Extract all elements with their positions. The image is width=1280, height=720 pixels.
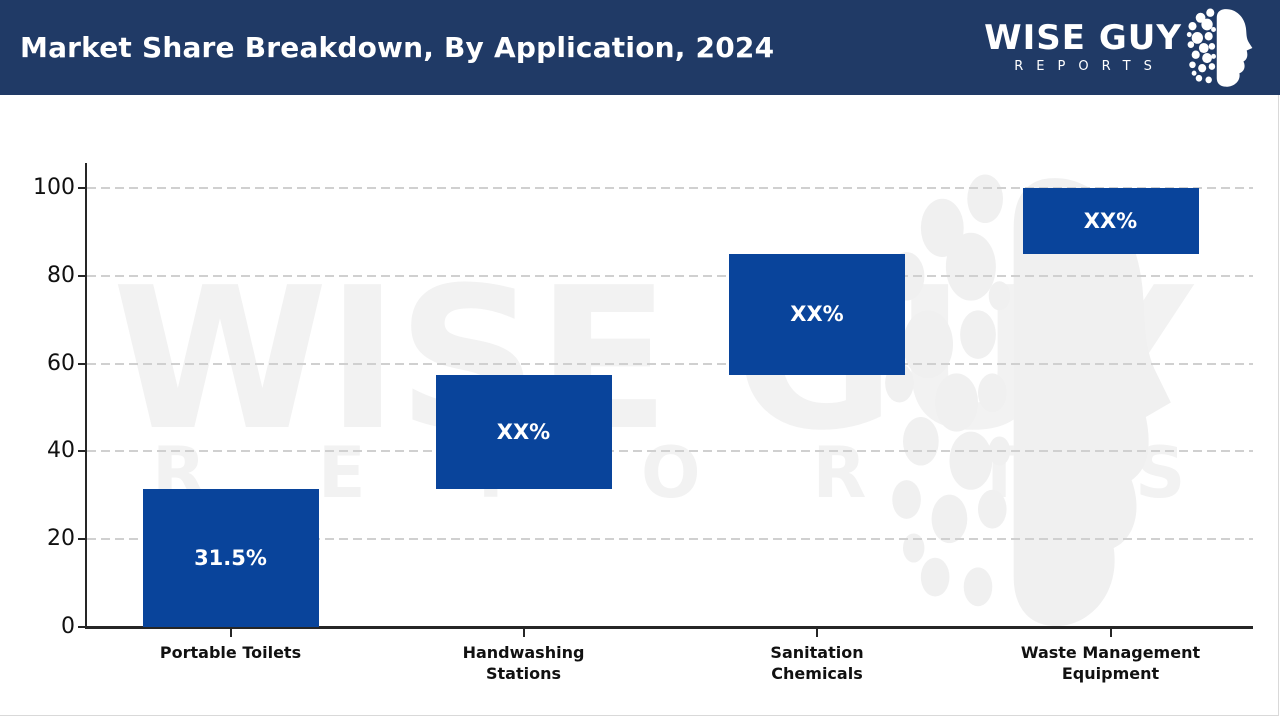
watermark-subtitle: REPORTS — [152, 432, 1280, 514]
chart-title: Market Share Breakdown, By Application, … — [20, 31, 775, 64]
gridline — [87, 274, 1253, 277]
logo-text: WISE GUY REPORTS — [984, 21, 1182, 74]
y-axis-tick-label: 40 — [47, 438, 75, 464]
x-axis-category-label: Portable Toilets — [159, 643, 302, 662]
gridline — [87, 450, 1253, 453]
wise-guy-reports-logo: WISE GUY REPORTS — [984, 6, 1254, 90]
x-axis-category-label: Sanitation Chemicals — [770, 643, 864, 683]
logo-wordmark: WISE GUY — [984, 18, 1182, 58]
y-axis-line — [85, 163, 87, 629]
bar-value-label: 31.5% — [194, 545, 267, 570]
x-tick-mark — [229, 629, 232, 637]
gridline — [87, 538, 1253, 541]
y-axis-tick-label: 80 — [47, 262, 75, 288]
y-tick-mark — [78, 626, 87, 628]
y-tick-mark — [78, 538, 87, 541]
gridline — [87, 362, 1253, 365]
x-tick-mark — [816, 629, 818, 637]
waterfall-bar — [435, 374, 612, 489]
header-bar: Market Share Breakdown, By Application, … — [0, 0, 1280, 95]
y-tick-mark — [78, 274, 87, 277]
bar-value-label: XX% — [496, 419, 551, 444]
y-tick-mark — [78, 187, 87, 189]
x-tick-mark — [522, 629, 525, 637]
watermark-wordmark: WISE GUY — [112, 246, 1192, 474]
waterfall-bar — [142, 488, 319, 627]
bar-value-label: XX% — [790, 302, 844, 327]
x-tick-mark — [1109, 629, 1112, 637]
bar-value-label: XX% — [1083, 208, 1138, 233]
logo-subtitle: REPORTS — [1014, 59, 1165, 74]
gridline — [87, 187, 1253, 189]
y-tick-mark — [78, 450, 87, 453]
y-axis-tick-label: 100 — [33, 175, 75, 200]
waterfall-bar — [1022, 188, 1199, 254]
y-axis-tick-label: 60 — [47, 350, 75, 376]
y-tick-mark — [78, 362, 87, 365]
x-axis-category-label: Handwashing Stations — [462, 643, 585, 683]
waterfall-bar — [729, 253, 905, 375]
y-axis-tick-label: 20 — [47, 526, 75, 552]
y-axis-tick-label: 0 — [61, 614, 75, 639]
x-axis-category-label: Waste Management Equipment — [1020, 643, 1201, 683]
x-axis-line — [85, 626, 1253, 629]
